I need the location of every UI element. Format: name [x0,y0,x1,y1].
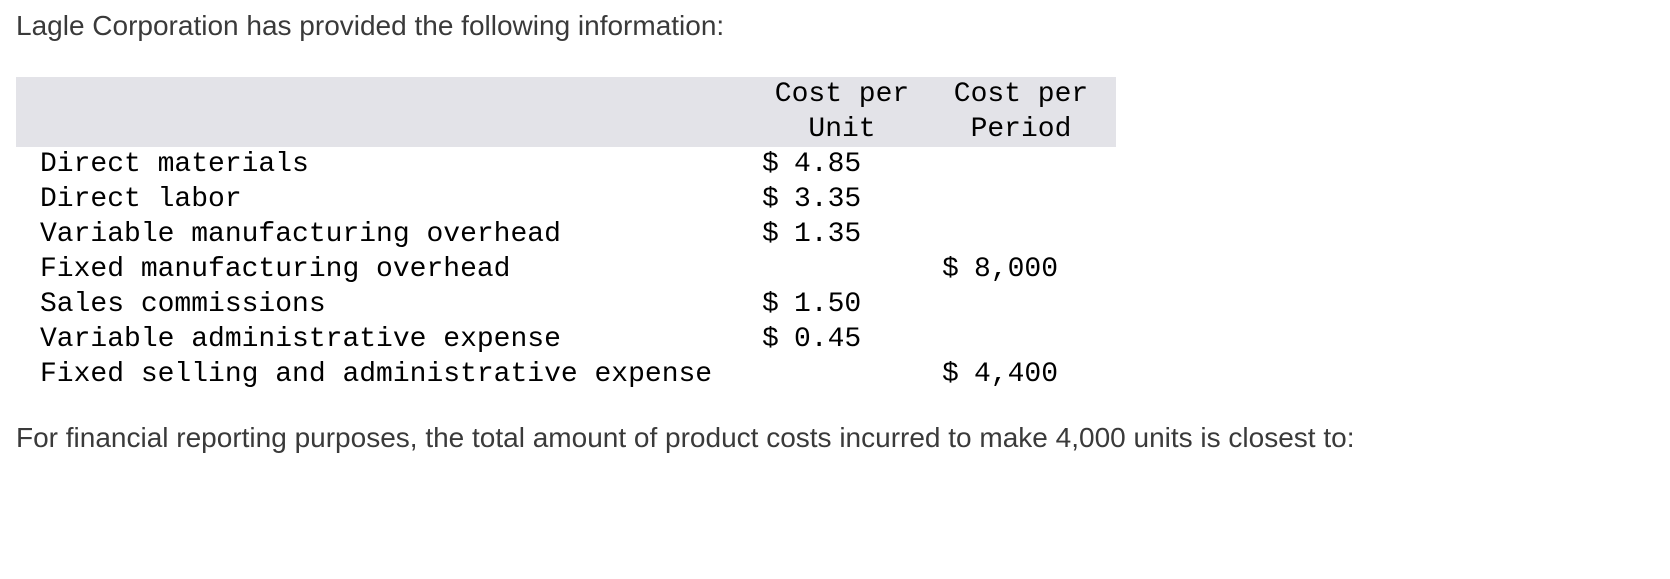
unit-currency-symbol: $ [762,147,794,182]
table-row: Variable manufacturing overhead $ 1.35 [16,217,1116,252]
unit-currency-symbol: $ [762,182,794,217]
header-cost-per-unit-line2: Unit [762,112,922,147]
table-row: Direct materials $ 4.85 [16,147,1116,182]
table-header-row-1: Cost per Cost per [16,77,1116,112]
period-currency-symbol [942,322,974,357]
row-label: Variable manufacturing overhead [32,217,762,252]
period-currency-symbol: $ [942,252,974,287]
period-value [974,147,1100,182]
header-cost-per-period-line1: Cost per [942,77,1100,112]
cost-table: Cost per Cost per Unit Period Direct mat… [16,77,1116,392]
period-value [974,217,1100,252]
unit-currency-symbol: $ [762,217,794,252]
table-row: Fixed selling and administrative expense… [16,357,1116,392]
header-cost-per-unit-line1: Cost per [762,77,922,112]
table-header-row-2: Unit Period [16,112,1116,147]
row-label: Direct materials [32,147,762,182]
unit-value: 4.85 [794,147,922,182]
period-value [974,287,1100,322]
period-value: 8,000 [974,252,1100,287]
period-currency-symbol [942,287,974,322]
unit-currency-symbol [762,252,794,287]
row-label: Fixed selling and administrative expense [32,357,762,392]
table-row: Direct labor $ 3.35 [16,182,1116,217]
unit-value [794,357,922,392]
row-label: Direct labor [32,182,762,217]
unit-value: 3.35 [794,182,922,217]
period-value [974,182,1100,217]
unit-currency-symbol [762,357,794,392]
table-row: Sales commissions $ 1.50 [16,287,1116,322]
header-cost-per-period-line2: Period [942,112,1100,147]
unit-value: 1.35 [794,217,922,252]
unit-value [794,252,922,287]
row-label: Sales commissions [32,287,762,322]
period-currency-symbol [942,217,974,252]
unit-value: 0.45 [794,322,922,357]
row-label: Fixed manufacturing overhead [32,252,762,287]
period-currency-symbol: $ [942,357,974,392]
unit-currency-symbol: $ [762,287,794,322]
unit-currency-symbol: $ [762,322,794,357]
period-value: 4,400 [974,357,1100,392]
period-value [974,322,1100,357]
period-currency-symbol [942,182,974,217]
row-label: Variable administrative expense [32,322,762,357]
intro-text: Lagle Corporation has provided the follo… [16,8,1654,43]
question-text: For financial reporting purposes, the to… [16,420,1654,455]
period-currency-symbol [942,147,974,182]
unit-value: 1.50 [794,287,922,322]
table-row: Fixed manufacturing overhead $ 8,000 [16,252,1116,287]
table-row: Variable administrative expense $ 0.45 [16,322,1116,357]
